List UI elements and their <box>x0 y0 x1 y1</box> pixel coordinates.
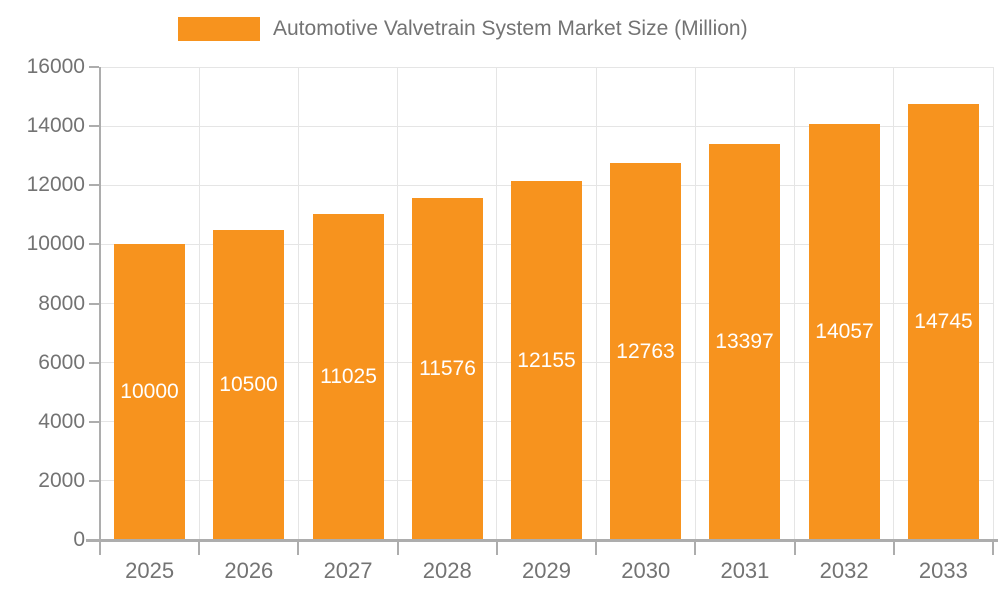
x-gridline <box>992 67 994 540</box>
x-axis-tick <box>396 542 399 555</box>
x-axis-tick <box>793 542 796 555</box>
y-axis-tick-label: 14000 <box>26 114 85 138</box>
x-axis-tick-label: 2025 <box>125 558 175 583</box>
x-axis-tick-label: 2031 <box>720 558 770 583</box>
bar-value-label: 10500 <box>219 373 278 396</box>
y-gridline <box>100 125 993 127</box>
bar-value-label: 12155 <box>517 348 576 372</box>
bar: 13397 <box>709 144 780 540</box>
x-gridline <box>496 67 498 540</box>
y-axis-tick-label: 8000 <box>38 291 85 315</box>
bar-value-label: 13397 <box>715 330 774 353</box>
x-axis-tick <box>595 542 598 555</box>
y-axis-tick <box>89 420 99 423</box>
y-axis-tick-label: 0 <box>73 528 85 551</box>
x-axis-tick-label: 2028 <box>422 558 472 583</box>
y-axis-tick-label: 4000 <box>38 409 85 433</box>
x-axis-tick <box>495 542 498 555</box>
x-gridline <box>794 67 796 540</box>
x-axis-tick-label: 2029 <box>522 558 571 583</box>
y-gridline <box>100 66 993 68</box>
bar-value-label: 14057 <box>815 320 874 343</box>
y-axis-tick <box>89 302 99 305</box>
x-axis-tick <box>297 542 300 555</box>
bar: 10500 <box>213 230 284 540</box>
bar: 10000 <box>114 244 185 540</box>
x-axis-line <box>86 539 998 542</box>
y-axis-tick <box>89 361 99 364</box>
x-axis-tick-label: 2026 <box>224 558 274 583</box>
bar: 11576 <box>412 198 483 540</box>
x-axis-tick <box>892 542 895 555</box>
bar: 14745 <box>908 104 979 540</box>
x-gridline <box>893 67 895 540</box>
plot-area: 0 2000 4000 6000 8000 10000 12000 14000 16000 100… <box>27 55 998 583</box>
y-axis-tick-label: 16000 <box>26 55 85 78</box>
x-axis-tick-label: 2027 <box>323 558 373 583</box>
y-axis-tick <box>89 66 99 68</box>
legend-swatch <box>178 17 260 41</box>
y-axis-tick <box>89 243 99 246</box>
x-axis-tick <box>992 542 994 555</box>
x-gridline <box>595 67 597 540</box>
bar: 12763 <box>610 163 681 540</box>
bar: 12155 <box>511 181 582 540</box>
y-axis-tick <box>89 479 99 482</box>
bar-value-label: 12763 <box>616 339 675 363</box>
y-axis-tick-label: 10000 <box>26 232 85 256</box>
y-axis-tick <box>89 184 99 187</box>
x-axis-tick <box>198 542 201 555</box>
x-axis-tick <box>694 542 697 555</box>
x-gridline <box>198 67 200 540</box>
bar-value-label: 11576 <box>419 357 476 380</box>
bar: 11025 <box>313 214 384 540</box>
x-axis-tick <box>99 542 101 555</box>
bar-value-label: 11025 <box>320 365 377 388</box>
x-gridline <box>397 67 399 540</box>
y-axis-tick-label: 2000 <box>38 468 85 492</box>
x-axis-tick-label: 2030 <box>621 558 671 583</box>
x-gridline <box>297 67 299 540</box>
y-axis-tick-label: 6000 <box>38 350 85 374</box>
x-axis-tick-label: 2033 <box>918 558 968 583</box>
legend: Automotive Valvetrain System Market Size… <box>178 17 748 41</box>
y-axis-line <box>99 67 101 540</box>
y-axis-tick-label: 12000 <box>26 173 85 197</box>
y-axis-tick <box>89 125 99 128</box>
x-axis-tick-label: 2032 <box>819 558 869 583</box>
x-gridline <box>694 67 696 540</box>
legend-label: Automotive Valvetrain System Market Size… <box>273 17 748 40</box>
bar-value-label: 10000 <box>120 380 179 403</box>
bar: 14057 <box>809 124 880 540</box>
bar-value-label: 14745 <box>914 310 973 333</box>
